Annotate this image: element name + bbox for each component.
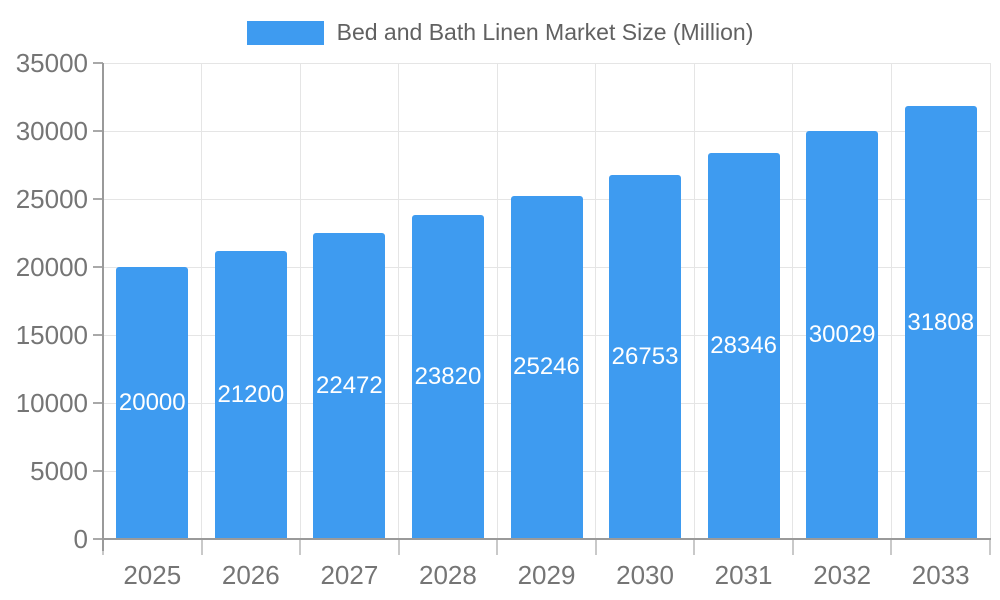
x-axis-line [102, 538, 991, 540]
legend-item[interactable]: Bed and Bath Linen Market Size (Million) [246, 19, 754, 46]
y-tick-mark [93, 198, 103, 200]
gridline-vertical [693, 63, 695, 539]
y-tick-label: 0 [73, 524, 88, 554]
gridline-vertical [201, 63, 203, 539]
bar-value-label: 20000 [118, 389, 186, 416]
bar[interactable]: 30029 [806, 130, 879, 539]
x-tick-mark [989, 539, 991, 555]
gridline-horizontal [103, 130, 990, 132]
y-tick-label: 35000 [15, 48, 88, 78]
x-tick-label: 2033 [911, 560, 970, 590]
x-tick-mark [299, 539, 302, 555]
y-tick-mark [93, 130, 103, 132]
x-tick-label: 2029 [517, 560, 576, 590]
gridline-vertical [890, 63, 892, 539]
y-tick-mark [93, 266, 103, 268]
x-tick-label: 2026 [221, 560, 280, 590]
gridline-vertical [496, 63, 498, 539]
bar-value-label: 26753 [611, 343, 679, 371]
bar[interactable]: 22472 [313, 233, 386, 539]
bar[interactable]: 23820 [411, 215, 484, 539]
x-tick-label: 2027 [320, 560, 379, 590]
bar-value-label: 21200 [217, 380, 285, 408]
gridline-vertical [989, 63, 991, 539]
x-tick-label: 2031 [714, 560, 773, 590]
x-tick-mark [693, 539, 696, 555]
bar[interactable]: 31808 [904, 106, 977, 539]
bar[interactable]: 28346 [707, 153, 780, 539]
y-tick-label: 10000 [15, 388, 88, 418]
y-tick-mark [93, 334, 103, 336]
x-tick-label: 2025 [123, 560, 182, 590]
x-tick-label: 2028 [419, 560, 477, 590]
legend-color-swatch-icon [246, 20, 324, 45]
bar[interactable]: 20000 [116, 267, 189, 539]
x-tick-label: 2030 [616, 560, 674, 590]
gridline-vertical [299, 63, 301, 539]
x-tick-mark [791, 539, 794, 555]
bar[interactable]: 21200 [214, 250, 287, 539]
bar-value-label: 23820 [414, 363, 482, 391]
y-tick-label: 15000 [15, 320, 88, 350]
y-tick-mark [93, 402, 103, 404]
x-tick-mark [594, 539, 597, 555]
bar-value-label: 28346 [710, 332, 777, 360]
y-tick-mark [93, 470, 103, 472]
x-tick-mark [496, 539, 499, 555]
bar-value-label: 25246 [513, 353, 580, 381]
gridline-vertical [398, 63, 400, 539]
x-tick-mark [890, 539, 893, 555]
y-tick-mark [93, 62, 103, 64]
gridline-vertical [792, 63, 794, 539]
bar[interactable]: 25246 [510, 195, 583, 539]
y-tick-mark [93, 538, 103, 540]
x-tick-label: 2032 [813, 560, 872, 590]
y-tick-label: 25000 [15, 184, 88, 214]
y-tick-label: 20000 [15, 252, 88, 282]
gridline-vertical [595, 63, 597, 539]
legend-label: Bed and Bath Linen Market Size (Million) [336, 19, 754, 45]
bar[interactable]: 26753 [609, 175, 682, 539]
gridline-horizontal [103, 62, 990, 64]
chart-legend: Bed and Bath Linen Market Size (Million) [0, 19, 1000, 46]
y-axis-line [102, 63, 104, 551]
bar-value-label: 31808 [907, 308, 975, 336]
bar-value-label: 30029 [808, 320, 876, 348]
x-tick-mark [397, 539, 400, 555]
x-tick-mark [200, 539, 203, 555]
y-tick-label: 30000 [15, 116, 88, 146]
bar-value-label: 22472 [316, 372, 383, 400]
y-tick-label: 5000 [30, 456, 88, 486]
